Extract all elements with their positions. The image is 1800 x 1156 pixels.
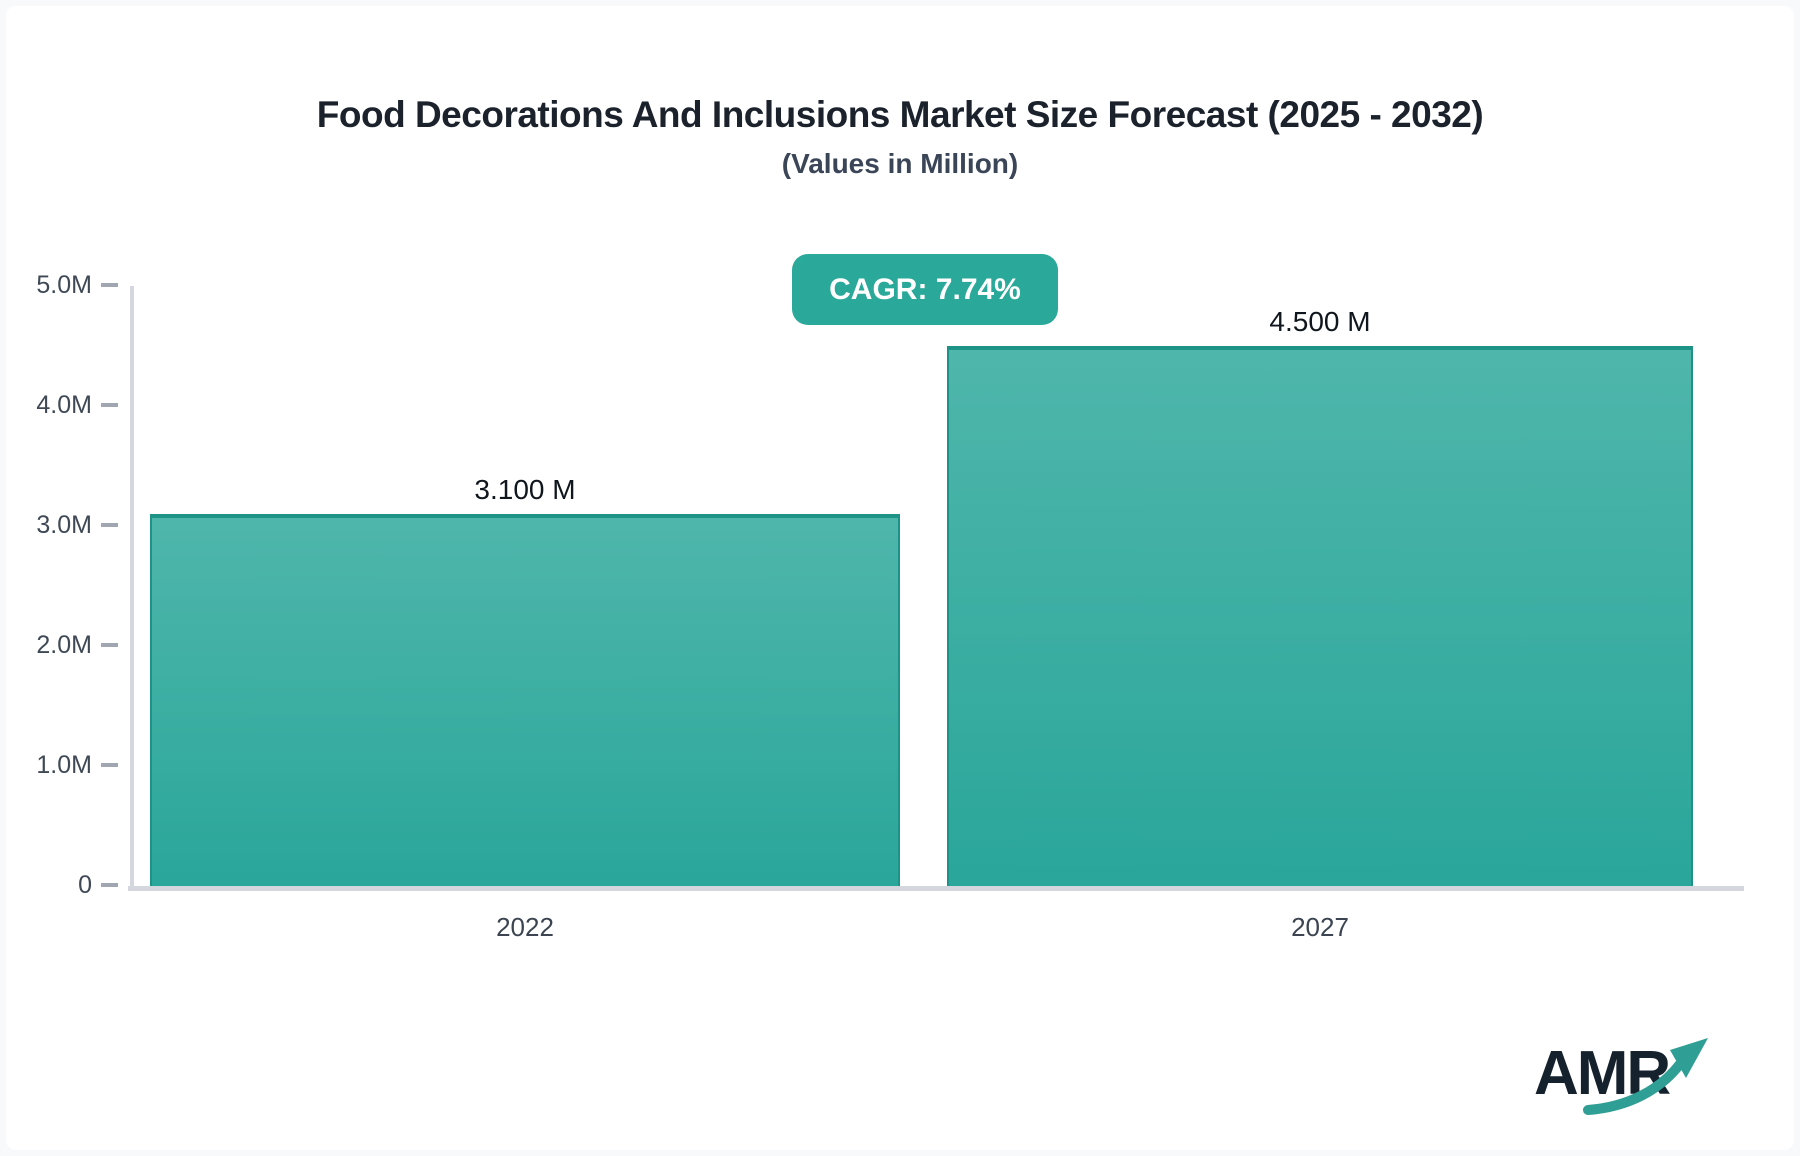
y-tick-label: 3.0M [36, 511, 92, 539]
tick-dash [101, 283, 118, 287]
y-tick: 0 [6, 872, 118, 898]
chart-title: Food Decorations And Inclusions Market S… [316, 94, 1484, 135]
tick-dash [101, 643, 118, 647]
bar-value-label: 3.100 M [474, 474, 576, 505]
chart-subtitle: (Values in Million) [781, 148, 1019, 179]
y-tick: 1.0M [6, 752, 118, 778]
y-tick-label: 0 [78, 871, 92, 899]
cagr-badge: CAGR: 7.74% [792, 254, 1058, 325]
x-category-label: 2027 [1291, 912, 1349, 942]
tick-dash [101, 523, 118, 527]
amr-logo-text: AMR [1534, 1039, 1670, 1108]
bar-value-label: 4.500 M [1269, 306, 1371, 337]
y-tick: 2.0M [6, 632, 118, 658]
y-tick-label: 2.0M [36, 631, 92, 659]
chart-card: Food Decorations And Inclusions Market S… [6, 6, 1794, 1150]
bar-series-1 [947, 346, 1693, 886]
tick-dash [101, 763, 118, 767]
y-tick-label: 4.0M [36, 391, 92, 419]
x-axis-line [128, 886, 1744, 891]
y-tick: 4.0M [6, 392, 118, 418]
bar-series-0 [150, 514, 900, 886]
y-tick-label: 1.0M [36, 751, 92, 779]
tick-dash [101, 883, 118, 887]
amr-logo-arrow-icon [1583, 1059, 1685, 1115]
tick-dash [101, 403, 118, 407]
amr-logo: AMR [1522, 1022, 1732, 1118]
x-category-label: 2022 [496, 912, 554, 942]
y-axis-line [130, 286, 134, 890]
y-tick: 5.0M [6, 272, 118, 298]
y-tick-label: 5.0M [36, 271, 92, 299]
y-tick: 3.0M [6, 512, 118, 538]
